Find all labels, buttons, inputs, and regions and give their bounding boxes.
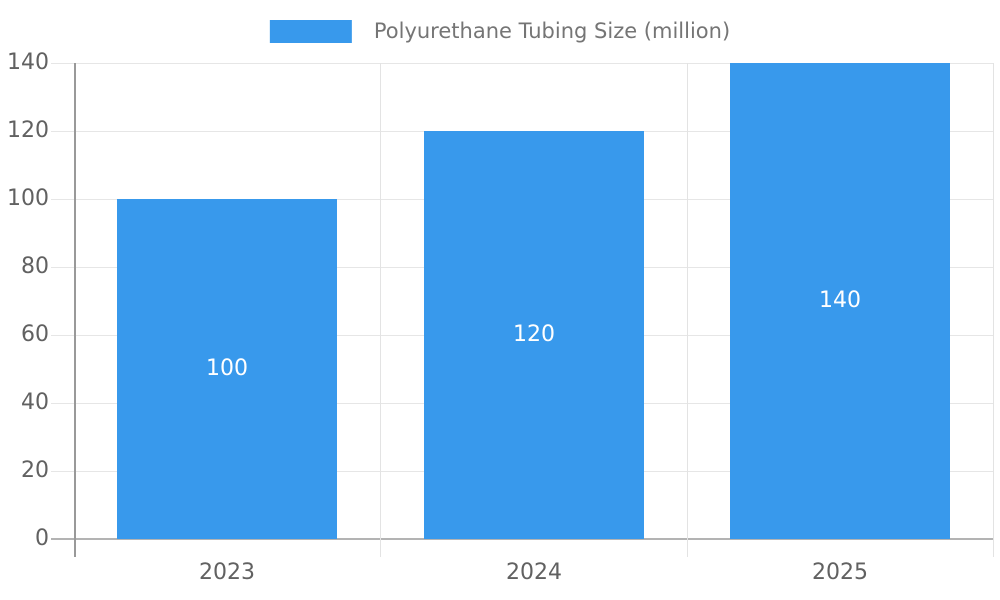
legend-swatch-icon: [269, 20, 352, 43]
bar-value-label: 100: [206, 356, 248, 381]
y-axis-tick-label: 140: [7, 50, 49, 75]
y-axis-line: [74, 63, 76, 557]
gridline: [51, 63, 993, 64]
x-axis-baseline: [51, 538, 993, 540]
category-boundary-line: [993, 63, 994, 557]
y-axis-tick-label: 120: [7, 118, 49, 143]
category-boundary-line: [687, 63, 688, 557]
y-axis-tick-label: 0: [35, 526, 49, 551]
y-axis-tick-label: 100: [7, 186, 49, 211]
bar-2024[interactable]: [424, 131, 644, 539]
y-axis-tick-label: 80: [21, 254, 49, 279]
y-axis-tick-label: 20: [21, 458, 49, 483]
legend[interactable]: Polyurethane Tubing Size (million): [269, 19, 731, 43]
x-axis-label-2023: 2023: [199, 560, 255, 585]
x-axis-label-2024: 2024: [506, 560, 562, 585]
category-boundary-line: [380, 63, 381, 557]
legend-label: Polyurethane Tubing Size (million): [373, 19, 731, 43]
bar-value-label: 140: [819, 288, 861, 313]
bar-value-label: 120: [513, 322, 555, 347]
y-axis-tick-label: 40: [21, 390, 49, 415]
bar-2025[interactable]: [730, 63, 950, 539]
bar-2023[interactable]: [117, 199, 337, 539]
x-axis-label-2025: 2025: [812, 560, 868, 585]
y-axis-tick-label: 60: [21, 322, 49, 347]
